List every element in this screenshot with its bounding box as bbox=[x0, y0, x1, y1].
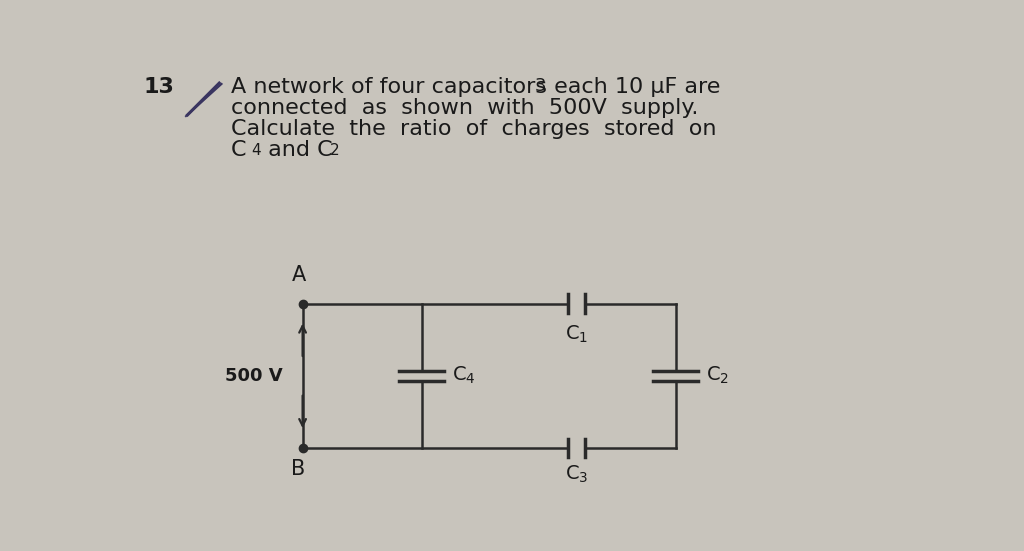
Text: C$_3$: C$_3$ bbox=[564, 463, 588, 485]
Text: A: A bbox=[292, 264, 306, 285]
Text: 13: 13 bbox=[143, 77, 175, 97]
Text: C$_4$: C$_4$ bbox=[452, 365, 475, 386]
Text: C$_1$: C$_1$ bbox=[565, 323, 588, 345]
Text: 3: 3 bbox=[535, 77, 547, 95]
Text: 500 V: 500 V bbox=[225, 367, 283, 385]
Text: A network of four capacitors each 10 μF are: A network of four capacitors each 10 μF … bbox=[231, 77, 721, 97]
Text: and C: and C bbox=[261, 141, 333, 160]
Text: B: B bbox=[292, 458, 306, 479]
Text: connected  as  shown  with  500V  supply.: connected as shown with 500V supply. bbox=[231, 98, 698, 118]
Text: C: C bbox=[231, 141, 247, 160]
Text: 2: 2 bbox=[331, 143, 340, 158]
Text: 4: 4 bbox=[251, 143, 261, 158]
Text: C$_2$: C$_2$ bbox=[706, 365, 729, 386]
Text: Calculate  the  ratio  of  charges  stored  on: Calculate the ratio of charges stored on bbox=[231, 119, 717, 139]
